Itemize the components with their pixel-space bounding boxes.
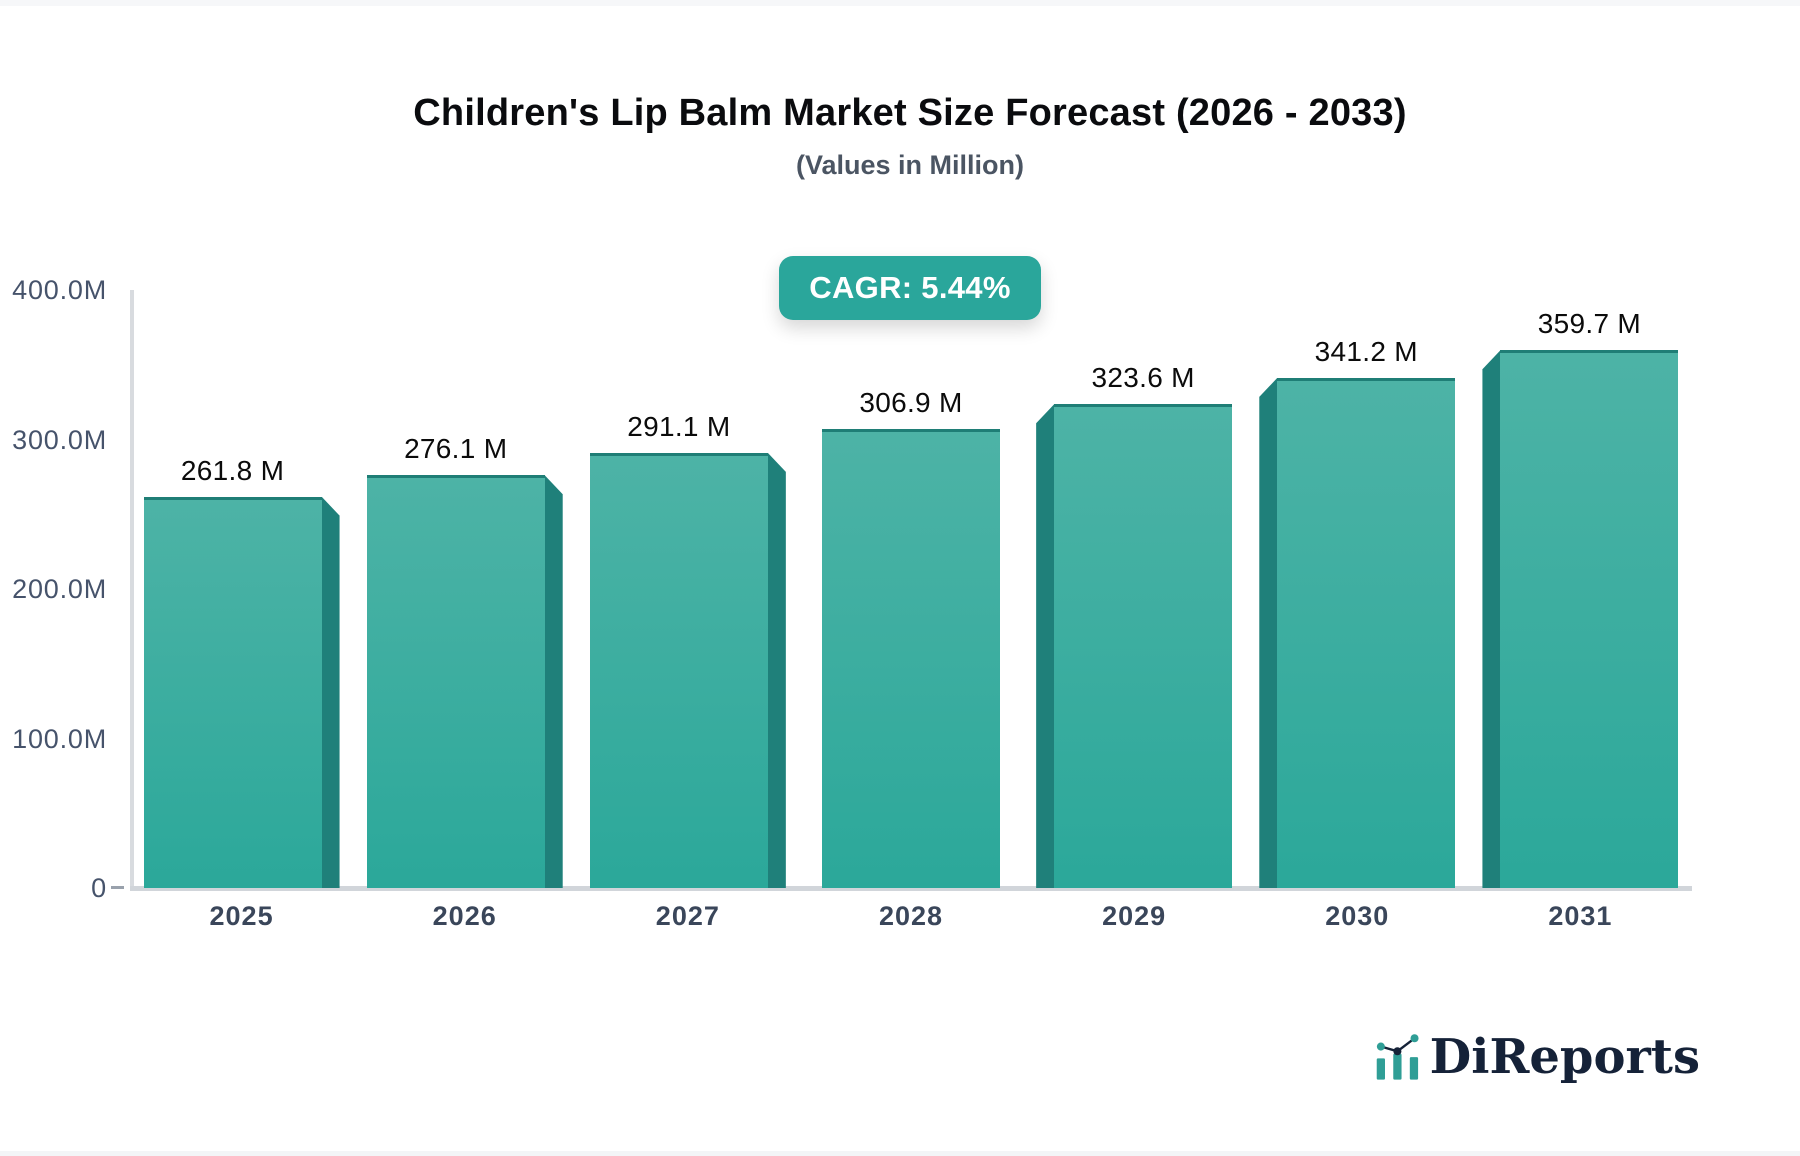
bar-value-label-2025: 261.8 M: [180, 454, 285, 486]
bar-value-label-2028: 306.9 M: [859, 387, 963, 419]
bar-value-label-2030: 341.2 M: [1314, 335, 1418, 367]
bar-side-face-2025: [321, 496, 340, 888]
y-tick-label-300.0M: 300.0M: [12, 424, 107, 455]
bar-side-face-2031: [1482, 350, 1501, 888]
x-tick-label-2028: 2028: [878, 901, 944, 931]
cagr-badge: CAGR: 5.44%: [779, 256, 1041, 320]
y-tick-label-200.0M: 200.0M: [12, 574, 107, 604]
x-tick-label-2029: 2029: [1102, 901, 1167, 931]
bar-group-2025: [143, 496, 340, 888]
bar-side-face-2029: [1036, 404, 1055, 888]
y-tick-label-0: 0: [91, 873, 107, 903]
bar-value-label-2031: 359.7 M: [1537, 308, 1642, 340]
y-axis-line: [130, 290, 134, 888]
bar-2031[interactable]: [1500, 350, 1679, 888]
bar-side-face-2026: [544, 475, 563, 888]
bar-side-face-2030: [1259, 377, 1278, 888]
zero-tick-mark: [111, 886, 124, 889]
bar-2028[interactable]: [822, 429, 1000, 888]
bar-2027[interactable]: [589, 452, 768, 888]
bar-2029[interactable]: [1054, 404, 1233, 888]
y-tick-label-100.0M: 100.0M: [12, 723, 107, 754]
bar-value-label-2029: 323.6 M: [1091, 362, 1195, 394]
top-edge-strip: [0, 0, 1800, 6]
direports-logo: DiReports: [1374, 1030, 1700, 1082]
x-tick-label-2027: 2027: [655, 901, 720, 931]
bar-group-2029: [1036, 404, 1233, 888]
x-axis-baseline: [130, 886, 1692, 891]
x-tick-label-2030: 2030: [1325, 901, 1390, 931]
bar-group-2030: [1259, 377, 1456, 888]
chart-subtitle: (Values in Million): [795, 150, 1025, 180]
bar-group-2027: [589, 452, 786, 888]
x-tick-label-2025: 2025: [209, 901, 274, 931]
bar-group-2026: [366, 475, 563, 888]
bar-2026[interactable]: [366, 475, 545, 888]
bar-2025[interactable]: [143, 496, 322, 888]
mini-bar-chart-icon: [1376, 1034, 1419, 1080]
bar-value-label-2027: 291.1 M: [627, 410, 731, 442]
cagr-badge-wrap: CAGR: 5.44%: [130, 256, 1690, 320]
bar-2030[interactable]: [1277, 377, 1456, 888]
bottom-edge-strip: [0, 1151, 1800, 1156]
bar-value-label-2026: 276.1 M: [404, 433, 508, 465]
chart-title: Children's Lip Balm Market Size Forecast…: [413, 92, 1407, 134]
x-tick-label-2026: 2026: [432, 901, 497, 931]
x-tick-label-2031: 2031: [1548, 901, 1613, 931]
bar-side-face-2027: [767, 452, 786, 888]
bar-group-2031: [1482, 350, 1679, 888]
logo-text: DiReports: [1429, 1028, 1700, 1085]
y-tick-label-400.0M: 400.0M: [12, 275, 107, 305]
bar-group-2028: [822, 429, 1000, 888]
